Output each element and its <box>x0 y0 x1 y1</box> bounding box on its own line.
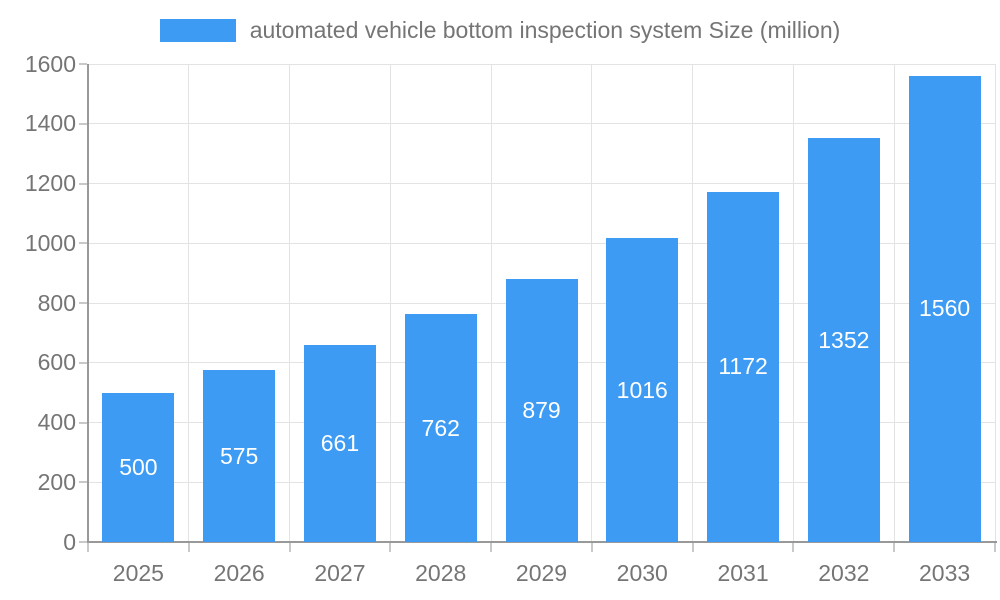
x-axis-tick <box>893 543 896 552</box>
bar-2030[interactable]: 1016 <box>606 238 679 542</box>
x-gridline <box>692 64 694 542</box>
y-axis-tick <box>79 182 87 185</box>
y-axis-tick-label: 200 <box>37 468 76 495</box>
bar-2029[interactable]: 879 <box>505 279 578 542</box>
x-axis-tick-label: 2028 <box>415 560 467 586</box>
x-gridline <box>893 64 895 542</box>
y-axis-tick <box>79 122 87 125</box>
x-gridline <box>994 64 996 542</box>
y-axis-tick-label: 1400 <box>24 110 76 137</box>
legend[interactable]: automated vehicle bottom inspection syst… <box>0 17 1000 43</box>
x-axis-tick <box>490 543 493 552</box>
x-axis-tick-label: 2027 <box>314 560 366 586</box>
y-axis-tick-label: 800 <box>37 289 76 316</box>
bar-2025[interactable]: 500 <box>102 392 175 542</box>
y-axis-tick <box>79 242 87 245</box>
x-gridline <box>591 64 593 542</box>
y-gridline <box>88 63 995 65</box>
y-axis-line <box>87 64 89 542</box>
x-gridline <box>389 64 391 542</box>
y-axis-tick-label: 400 <box>37 409 76 435</box>
bar-value-label: 1016 <box>616 376 668 403</box>
x-gridline <box>289 64 291 542</box>
x-axis-tick-label: 2026 <box>213 560 265 586</box>
y-axis-tick-label: 1000 <box>24 229 76 256</box>
x-axis-tick <box>792 543 795 552</box>
legend-label: automated vehicle bottom inspection syst… <box>249 17 841 43</box>
bar-value-label: 661 <box>320 429 360 456</box>
x-axis-tick-label: 2032 <box>818 560 870 586</box>
y-gridline <box>88 183 995 184</box>
bar-value-label: 762 <box>421 414 460 441</box>
y-axis-tick <box>79 302 87 304</box>
x-axis-tick <box>590 543 593 552</box>
x-axis-line <box>86 541 997 543</box>
bar-value-label: 1172 <box>718 353 768 380</box>
y-axis-tick-label: 0 <box>63 528 76 555</box>
bar-value-label: 575 <box>219 442 259 469</box>
y-axis-tick-label: 600 <box>37 349 76 376</box>
bar-2027[interactable]: 661 <box>303 344 376 542</box>
y-axis-tick-label: 1600 <box>24 50 76 77</box>
x-axis-tick-label: 2033 <box>919 560 971 586</box>
y-axis-tick <box>79 63 87 65</box>
y-axis-tick <box>79 361 87 364</box>
bar-value-label: 1560 <box>919 295 971 322</box>
x-axis-tick-label: 2030 <box>616 560 668 586</box>
bar-2026[interactable]: 575 <box>203 370 276 542</box>
plot-area: 500 575 661 762 879 1016 1172 1352 1560 <box>86 63 997 543</box>
bar-value-label: 500 <box>119 453 158 480</box>
x-axis-tick-label: 2029 <box>515 560 568 586</box>
y-axis-tick <box>79 541 87 543</box>
y-axis-tick-label: 1200 <box>24 170 76 196</box>
y-gridline <box>88 123 995 125</box>
bar-2032[interactable]: 1352 <box>807 138 880 542</box>
bar-2031[interactable]: 1172 <box>707 191 780 542</box>
bar-value-label: 1352 <box>818 326 870 353</box>
x-axis-tick <box>994 543 996 552</box>
x-axis-tick-label: 2031 <box>717 560 769 586</box>
bar-value-label: 879 <box>522 397 561 424</box>
x-axis-tick <box>288 543 291 552</box>
y-axis-tick <box>79 421 87 424</box>
legend-swatch-icon <box>159 18 236 42</box>
y-axis-tick <box>79 481 87 484</box>
y-gridline <box>88 242 995 244</box>
bar-2033[interactable]: 1560 <box>908 75 981 542</box>
x-axis-tick <box>187 543 190 552</box>
bar-2028[interactable]: 762 <box>404 314 477 542</box>
x-gridline <box>188 64 190 542</box>
x-gridline <box>792 64 794 542</box>
x-axis-tick <box>87 543 89 552</box>
x-gridline <box>490 64 492 542</box>
x-axis-tick <box>389 543 392 552</box>
x-axis-tick-label: 2025 <box>112 560 164 586</box>
x-axis-tick <box>691 543 694 552</box>
